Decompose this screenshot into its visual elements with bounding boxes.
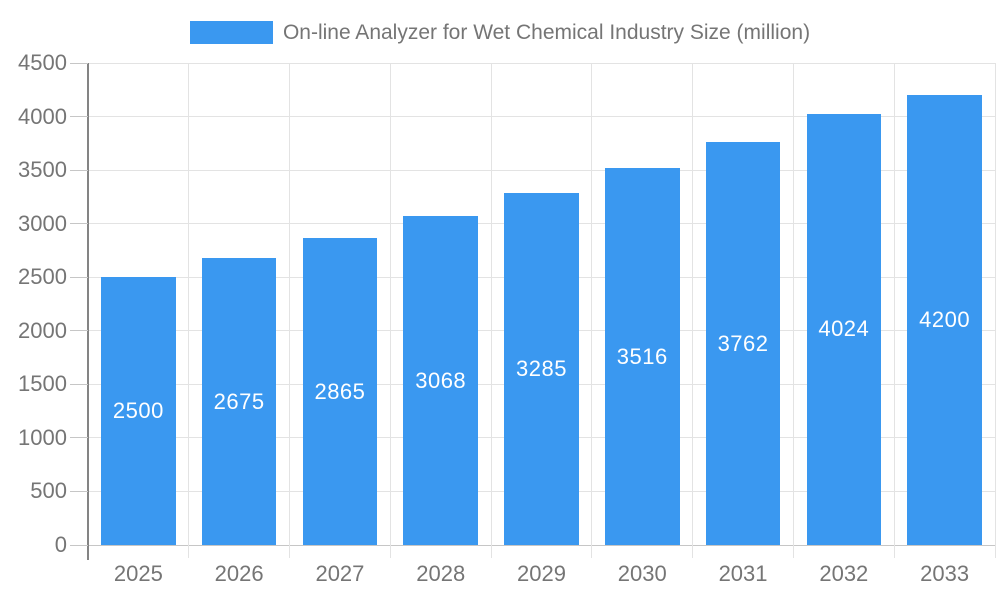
bar-value-label: 4024 (818, 316, 870, 342)
y-tick-label: 500 (30, 478, 67, 504)
gridline-horizontal (88, 116, 995, 118)
x-tick-label: 2026 (214, 561, 264, 586)
gridline-vertical (893, 63, 895, 558)
bar-value-label: 3516 (616, 343, 668, 369)
y-axis-tick (70, 62, 88, 64)
x-tick-label: 2031 (718, 561, 768, 586)
y-tick-label: 0 (54, 532, 67, 557)
y-tick-label: 4000 (18, 103, 67, 129)
gridline-vertical (188, 63, 190, 558)
gridline-vertical (389, 63, 391, 558)
y-axis-tick (70, 330, 88, 332)
gridline-vertical (490, 63, 492, 558)
x-tick-label: 2032 (819, 561, 869, 586)
y-tick-label: 1500 (18, 371, 67, 397)
bar-value-label: 2500 (112, 398, 164, 424)
y-axis-line (87, 63, 89, 560)
x-axis-baseline (88, 544, 995, 546)
bar[interactable]: 2675 (201, 258, 277, 545)
bar[interactable]: 2500 (101, 277, 176, 545)
y-axis-tick (70, 544, 88, 546)
bar[interactable]: 3285 (504, 193, 579, 545)
bar-value-label: 3762 (717, 330, 769, 356)
bar-value-label: 2865 (314, 378, 366, 404)
y-axis-tick (70, 437, 88, 439)
y-axis-tick (70, 116, 88, 118)
gridline-vertical (792, 63, 794, 558)
y-axis-tick (70, 383, 88, 385)
bar-value-label: 4200 (919, 307, 971, 333)
bar-value-label: 3285 (516, 356, 567, 382)
bar[interactable]: 4200 (907, 95, 982, 545)
y-tick-label: 3500 (18, 157, 67, 183)
x-tick-label: 2028 (416, 561, 466, 586)
y-tick-label: 2000 (18, 317, 67, 343)
legend[interactable]: On-line Analyzer for Wet Chemical Indust… (0, 21, 1000, 44)
gridline-vertical (289, 63, 291, 558)
gridline-vertical (692, 63, 694, 558)
x-tick-label: 2033 (920, 561, 970, 586)
y-axis-tick (70, 276, 88, 278)
legend-label: On-line Analyzer for Wet Chemical Indust… (282, 21, 811, 44)
y-tick-label: 3000 (18, 210, 67, 236)
y-axis-tick (70, 490, 88, 492)
gridline-horizontal (88, 169, 995, 171)
y-tick-label: 1000 (18, 424, 67, 450)
gridline-horizontal (88, 62, 995, 64)
plot-area: 2500 2675 2865 3068 3285 3516 3762 4024 4200 (87, 62, 996, 560)
x-tick-label: 2030 (617, 561, 667, 586)
y-axis-tick (70, 223, 88, 225)
bar-value-label: 3068 (415, 367, 467, 393)
bar[interactable]: 3516 (604, 168, 680, 545)
legend-swatch (189, 21, 273, 44)
gridline-vertical (994, 63, 996, 558)
bar-value-label: 2675 (213, 388, 265, 414)
bar[interactable]: 2865 (302, 238, 378, 545)
y-tick-label: 2500 (18, 264, 67, 290)
x-tick-label: 2025 (113, 561, 163, 586)
bar[interactable]: 4024 (806, 113, 882, 545)
y-tick-label: 4500 (18, 50, 67, 75)
gridline-vertical (591, 63, 593, 558)
bar[interactable]: 3068 (403, 216, 478, 545)
x-tick-label: 2027 (315, 561, 365, 586)
y-axis-tick (70, 169, 88, 171)
x-tick-label: 2029 (517, 561, 566, 586)
bar[interactable]: 3762 (705, 142, 781, 545)
